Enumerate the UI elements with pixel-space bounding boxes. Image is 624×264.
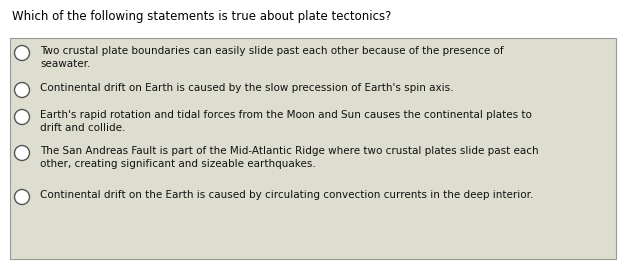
Text: Which of the following statements is true about plate tectonics?: Which of the following statements is tru… <box>12 10 391 23</box>
Circle shape <box>14 82 29 97</box>
Text: The San Andreas Fault is part of the Mid-Atlantic Ridge where two crustal plates: The San Andreas Fault is part of the Mid… <box>40 146 539 169</box>
Circle shape <box>14 45 29 60</box>
Text: Continental drift on Earth is caused by the slow precession of Earth's spin axis: Continental drift on Earth is caused by … <box>40 83 454 93</box>
Text: Continental drift on the Earth is caused by circulating convection currents in t: Continental drift on the Earth is caused… <box>40 190 534 200</box>
Circle shape <box>14 110 29 125</box>
Circle shape <box>14 145 29 161</box>
Circle shape <box>14 190 29 205</box>
Text: Two crustal plate boundaries can easily slide past each other because of the pre: Two crustal plate boundaries can easily … <box>40 46 504 69</box>
Text: Earth's rapid rotation and tidal forces from the Moon and Sun causes the contine: Earth's rapid rotation and tidal forces … <box>40 110 532 133</box>
FancyBboxPatch shape <box>10 38 616 259</box>
